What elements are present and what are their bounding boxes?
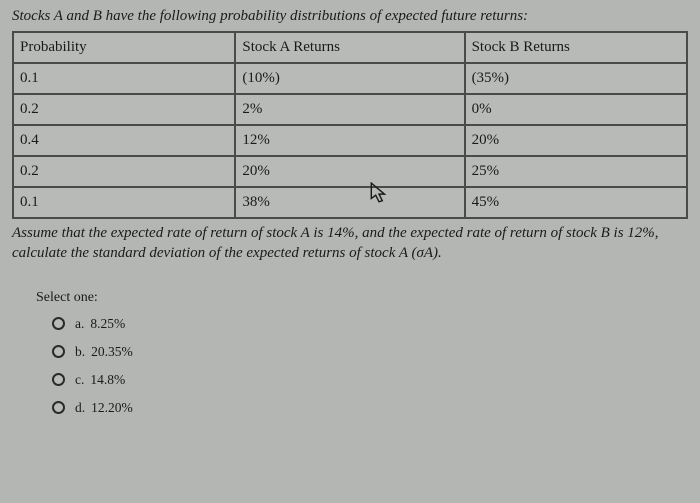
returns-table: Probability Stock A Returns Stock B Retu…	[12, 31, 688, 219]
header-stock-b: Stock B Returns	[465, 32, 687, 63]
cell-b: 45%	[465, 187, 687, 218]
cell-prob: 0.1	[13, 63, 235, 94]
cell-a: (10%)	[235, 63, 464, 94]
cell-prob: 0.2	[13, 156, 235, 187]
option-letter: b.	[75, 344, 85, 360]
table-row: 0.1 (10%) (35%)	[13, 63, 687, 94]
table-row: 0.2 2% 0%	[13, 94, 687, 125]
question-text: Assume that the expected rate of return …	[12, 223, 688, 264]
cell-a: 20%	[235, 156, 464, 187]
cell-b: 25%	[465, 156, 687, 187]
cell-prob: 0.1	[13, 187, 235, 218]
cell-b: 0%	[465, 94, 687, 125]
cell-b: 20%	[465, 125, 687, 156]
option-letter: d.	[75, 400, 85, 416]
table-header-row: Probability Stock A Returns Stock B Retu…	[13, 32, 687, 63]
header-stock-a: Stock A Returns	[235, 32, 464, 63]
cell-a: 12%	[235, 125, 464, 156]
option-text: 14.8%	[90, 372, 125, 388]
table-row: 0.1 38% 45%	[13, 187, 687, 218]
option-letter: a.	[75, 316, 84, 332]
select-one-label: Select one:	[36, 290, 688, 306]
option-a[interactable]: a. 8.25%	[52, 316, 688, 332]
option-c[interactable]: c. 14.8%	[52, 372, 688, 388]
option-letter: c.	[75, 372, 84, 388]
cell-b: (35%)	[465, 63, 687, 94]
radio-icon[interactable]	[52, 317, 65, 330]
option-text: 8.25%	[90, 316, 125, 332]
option-b[interactable]: b. 20.35%	[52, 344, 688, 360]
table-row: 0.4 12% 20%	[13, 125, 687, 156]
options-block: Select one: a. 8.25% b. 20.35% c. 14.8% …	[36, 290, 688, 416]
option-text: 20.35%	[91, 344, 133, 360]
intro-text: Stocks A and B have the following probab…	[12, 8, 688, 25]
cell-prob: 0.4	[13, 125, 235, 156]
cell-a: 2%	[235, 94, 464, 125]
header-prob: Probability	[13, 32, 235, 63]
radio-icon[interactable]	[52, 373, 65, 386]
table-row: 0.2 20% 25%	[13, 156, 687, 187]
option-text: 12.20%	[91, 400, 133, 416]
cell-prob: 0.2	[13, 94, 235, 125]
option-d[interactable]: d. 12.20%	[52, 400, 688, 416]
cell-a: 38%	[235, 187, 464, 218]
radio-icon[interactable]	[52, 345, 65, 358]
radio-icon[interactable]	[52, 401, 65, 414]
